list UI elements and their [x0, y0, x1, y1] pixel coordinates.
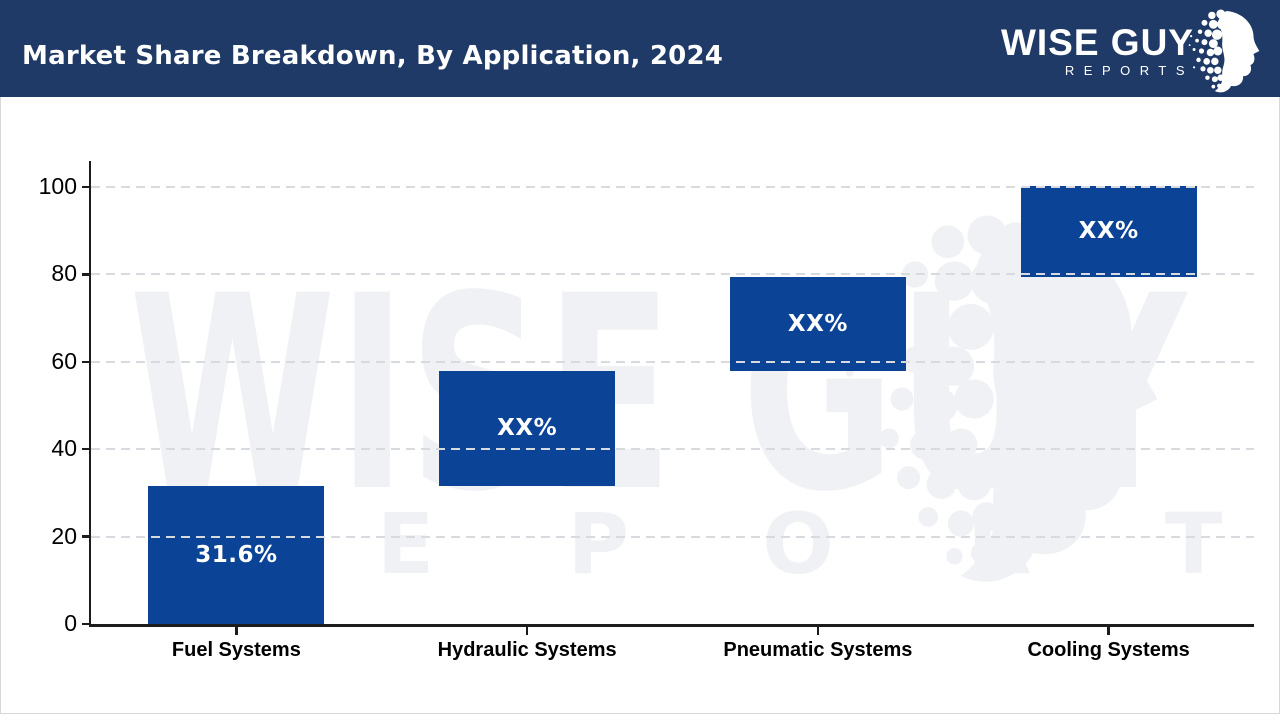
x-tick-mark	[816, 626, 820, 635]
bar-value-label: XX%	[497, 415, 558, 442]
header: Market Share Breakdown, By Application, …	[0, 0, 1280, 97]
y-tick-mark	[82, 360, 91, 364]
bar-value-label: 31.6%	[195, 541, 278, 568]
bar-hydraulic-systems: XX%	[439, 370, 616, 486]
logo-subtext: REPORTS	[1064, 63, 1194, 79]
bar-pneumatic-systems: XX%	[729, 277, 906, 371]
logo-head-icon	[1188, 9, 1260, 93]
chart-area: WISE GUY R E P O R T S 31.6%Fuel Systems…	[0, 97, 1280, 714]
brand-logo: WISE GUY REPORTS	[1001, 8, 1266, 94]
y-tick-mark	[82, 273, 91, 276]
x-tick-mark	[235, 626, 238, 635]
logo-text: WISE GUY REPORTS	[1000, 21, 1194, 79]
y-tick-label-80: 80	[51, 260, 77, 287]
x-tick-label-cooling-systems: Cooling Systems	[1027, 639, 1190, 661]
logo-wordmark: WISE GUY	[1000, 21, 1194, 63]
page-title: Market Share Breakdown, By Application, …	[22, 40, 724, 71]
plot: 31.6% Fuel Systems XX% Hydraulic Systems XX%…	[1, 97, 1279, 713]
y-tick-label-100: 100	[38, 173, 77, 199]
x-tick-label-pneumatic-systems: Pneumatic Systems	[723, 639, 913, 661]
y-tick-label-40: 40	[51, 435, 77, 462]
y-tick-mark	[82, 447, 91, 451]
gridline-40	[91, 448, 1254, 451]
x-tick-label-hydraulic-systems: Hydraulic Systems	[437, 639, 617, 661]
y-tick-mark	[82, 535, 91, 538]
bar-value-label: XX%	[787, 310, 848, 337]
y-tick-label-0: 0	[64, 610, 77, 636]
x-axis	[88, 624, 1254, 627]
y-tick-label-20: 20	[51, 522, 77, 549]
x-tick-label-fuel-systems: Fuel Systems	[171, 639, 301, 661]
bar-value-label: XX%	[1078, 218, 1139, 245]
y-axis	[88, 161, 91, 627]
gridline-20	[91, 535, 1254, 538]
bar-cooling-systems: XX%	[1020, 185, 1197, 278]
gridline-80	[91, 273, 1254, 276]
x-tick-mark	[1107, 626, 1110, 635]
y-tick-mark	[82, 185, 91, 189]
y-tick-mark	[82, 622, 91, 626]
y-tick-label-60: 60	[51, 347, 77, 374]
watermark-subtext: R E P O R T S	[179, 495, 1279, 593]
x-tick-mark	[525, 626, 529, 635]
gridline-100	[91, 186, 1254, 188]
gridline-60	[91, 360, 1254, 363]
bar-fuel-systems: 31.6%	[148, 485, 325, 624]
